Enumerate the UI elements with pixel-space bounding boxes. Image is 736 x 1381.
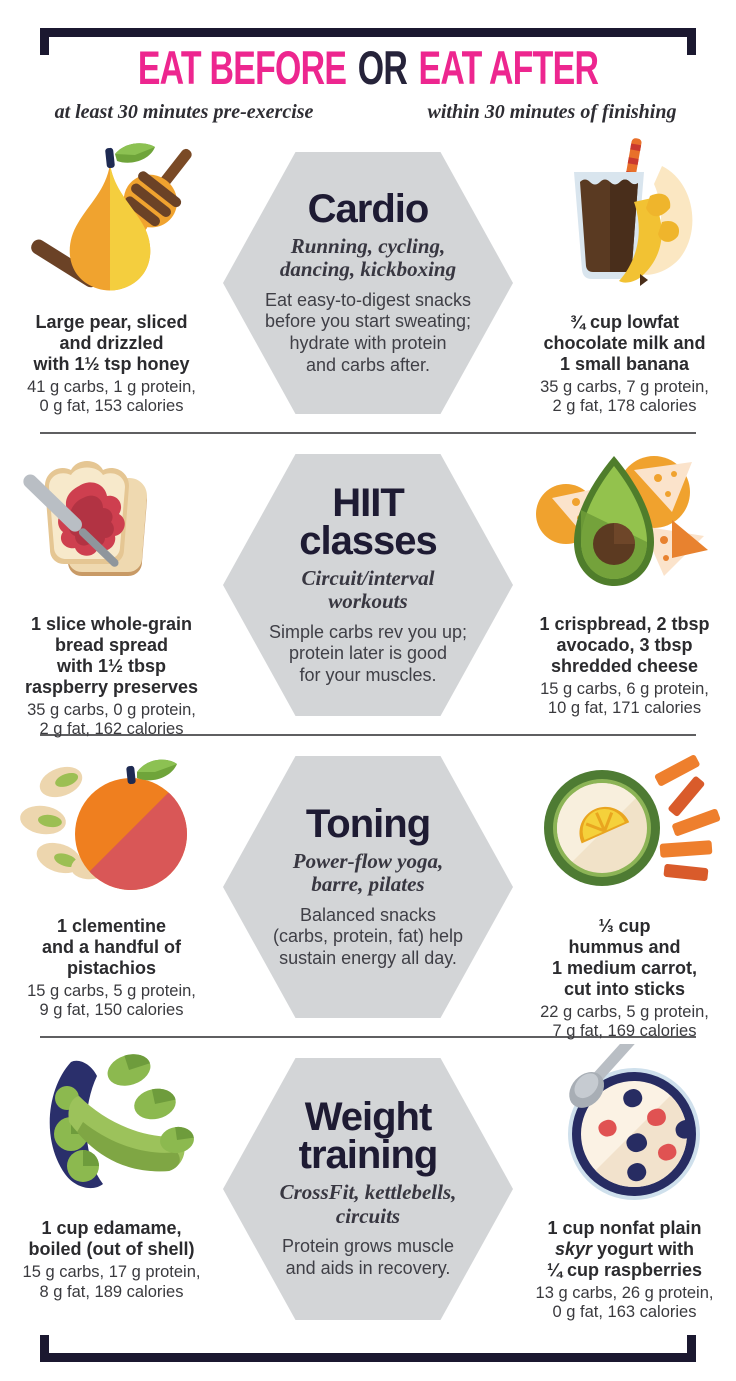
food-caption: 1 crispbread, 2 tbsp avocado, 3 tbsp shr…: [539, 614, 710, 676]
food-caption: 1 cup edamame, boiled (out of shell): [28, 1218, 195, 1259]
workout-weight-training: Weight training CrossFit, kettlebells, c…: [223, 1038, 513, 1338]
food-stats: 35 g carbs, 0 g protein, 2 g fat, 162 ca…: [27, 700, 196, 739]
row-weight-training: 1 cup edamame, boiled (out of shell) 15 …: [0, 1038, 736, 1338]
hexagon: Toning Power-flow yoga, barre, pilates B…: [223, 756, 513, 1018]
before-item-clementine-pistachios: 1 clementine and a handful of pistachios…: [0, 736, 223, 1042]
pear-honey-icon: [30, 143, 192, 291]
food-caption: ⅓ cup hummus and 1 medium carrot, cut in…: [551, 916, 698, 999]
hexagon: Weight training CrossFit, kettlebells, c…: [223, 1058, 513, 1320]
before-item-pear-honey: Large pear, sliced and drizzled with 1½ …: [0, 132, 223, 432]
header: EAT BEFORE OR EAT AFTER at least 30 minu…: [0, 0, 736, 124]
top-corner-bracket: [40, 28, 696, 55]
hummus-carrot-icon: [543, 754, 720, 886]
subtitle-row: at least 30 minutes pre-exercise within …: [0, 101, 736, 124]
workout-toning: Toning Power-flow yoga, barre, pilates B…: [223, 736, 513, 1042]
food-caption: 1 clementine and a handful of pistachios: [42, 916, 181, 978]
title-eat-before: EAT BEFORE: [137, 41, 347, 94]
page-title: EAT BEFORE OR EAT AFTER: [103, 44, 633, 91]
row-divider: [40, 734, 696, 736]
workout-types: Power-flow yoga, barre, pilates: [292, 848, 444, 897]
row-cardio: Large pear, sliced and drizzled with 1½ …: [0, 132, 736, 432]
food-stats: 35 g carbs, 7 g protein, 2 g fat, 178 ca…: [540, 377, 709, 416]
food-stats: 41 g carbs, 1 g protein, 0 g fat, 153 ca…: [27, 377, 196, 416]
food-stats: 15 g carbs, 17 g protein, 8 g fat, 189 c…: [22, 1262, 201, 1301]
hexagon: HIIT classes Circuit/interval workouts S…: [223, 454, 513, 716]
workout-hiit: HIIT classes Circuit/interval workouts S…: [223, 434, 513, 740]
food-caption: 1 cup nonfat plain skyr yogurt with ¼ cu…: [547, 1218, 702, 1281]
avocado-crispbread-icon: [535, 456, 708, 586]
before-item-edamame: 1 cup edamame, boiled (out of shell) 15 …: [0, 1038, 223, 1338]
workout-title: Weight training: [298, 1095, 439, 1178]
caption-part: yogurt with ¼ cup raspberries: [546, 1238, 703, 1280]
edamame-icon: [49, 1054, 194, 1189]
workout-cardio: Cardio Running, cycling, dancing, kickbo…: [223, 132, 513, 432]
row-divider: [40, 432, 696, 434]
workout-types: Running, cycling, dancing, kickboxing: [279, 233, 457, 282]
clementine-pistachios-icon: [19, 759, 187, 890]
workout-types: Circuit/interval workouts: [301, 565, 435, 614]
workout-advice: Protein grows muscle and aids in recover…: [281, 1236, 455, 1279]
food-caption: ¾ cup lowfat chocolate milk and 1 small …: [543, 312, 706, 374]
before-item-toast-preserves: 1 slice whole-grain bread spread with 1½…: [0, 434, 223, 740]
row-hiit: 1 slice whole-grain bread spread with 1½…: [0, 434, 736, 738]
after-item-yogurt-raspberries: 1 cup nonfat plain skyr yogurt with ¼ cu…: [513, 1038, 736, 1338]
workout-advice: Balanced snacks (carbs, protein, fat) he…: [272, 904, 464, 968]
workout-advice: Simple carbs rev you up; protein later i…: [268, 621, 468, 685]
workout-types: CrossFit, kettlebells, circuits: [279, 1180, 457, 1228]
title-eat-after: EAT AFTER: [418, 41, 599, 94]
subtitle-before: at least 30 minutes pre-exercise: [54, 101, 314, 123]
subtitle-after: within 30 minutes of finishing: [427, 101, 677, 123]
workout-title: Toning: [305, 801, 431, 846]
hexagon: Cardio Running, cycling, dancing, kickbo…: [223, 152, 513, 414]
food-stats: 15 g carbs, 6 g protein, 10 g fat, 171 c…: [540, 679, 709, 718]
after-item-hummus-carrot: ⅓ cup hummus and 1 medium carrot, cut in…: [513, 736, 736, 1042]
food-caption: Large pear, sliced and drizzled with 1½ …: [33, 312, 190, 374]
row-divider: [40, 1036, 696, 1038]
yogurt-raspberries-icon: [567, 1044, 700, 1200]
toast-preserves-icon: [22, 461, 147, 576]
food-caption: 1 slice whole-grain bread spread with 1½…: [24, 614, 199, 697]
bottom-corner-bracket: [40, 1335, 696, 1362]
food-stats: 22 g carbs, 5 g protein, 7 g fat, 169 ca…: [540, 1002, 709, 1041]
workout-advice: Eat easy-to-digest snacks before you sta…: [264, 289, 472, 375]
caption-italic-skyr: skyr: [554, 1238, 593, 1259]
caption-part: 1 cup nonfat plain: [547, 1218, 702, 1238]
food-stats: 15 g carbs, 5 g protein, 9 g fat, 150 ca…: [27, 981, 196, 1020]
title-or: OR: [357, 41, 408, 94]
row-toning: 1 clementine and a handful of pistachios…: [0, 736, 736, 1040]
chocolate-milk-banana-icon: [573, 138, 692, 286]
workout-title: HIIT classes: [299, 480, 438, 563]
rows: Large pear, sliced and drizzled with 1½ …: [0, 132, 736, 1338]
after-item-chocolate-milk-banana: ¾ cup lowfat chocolate milk and 1 small …: [513, 132, 736, 432]
workout-title: Cardio: [307, 186, 430, 231]
after-item-avocado-crispbread: 1 crispbread, 2 tbsp avocado, 3 tbsp shr…: [513, 434, 736, 740]
food-stats: 13 g carbs, 26 g protein, 0 g fat, 163 c…: [535, 1283, 714, 1322]
